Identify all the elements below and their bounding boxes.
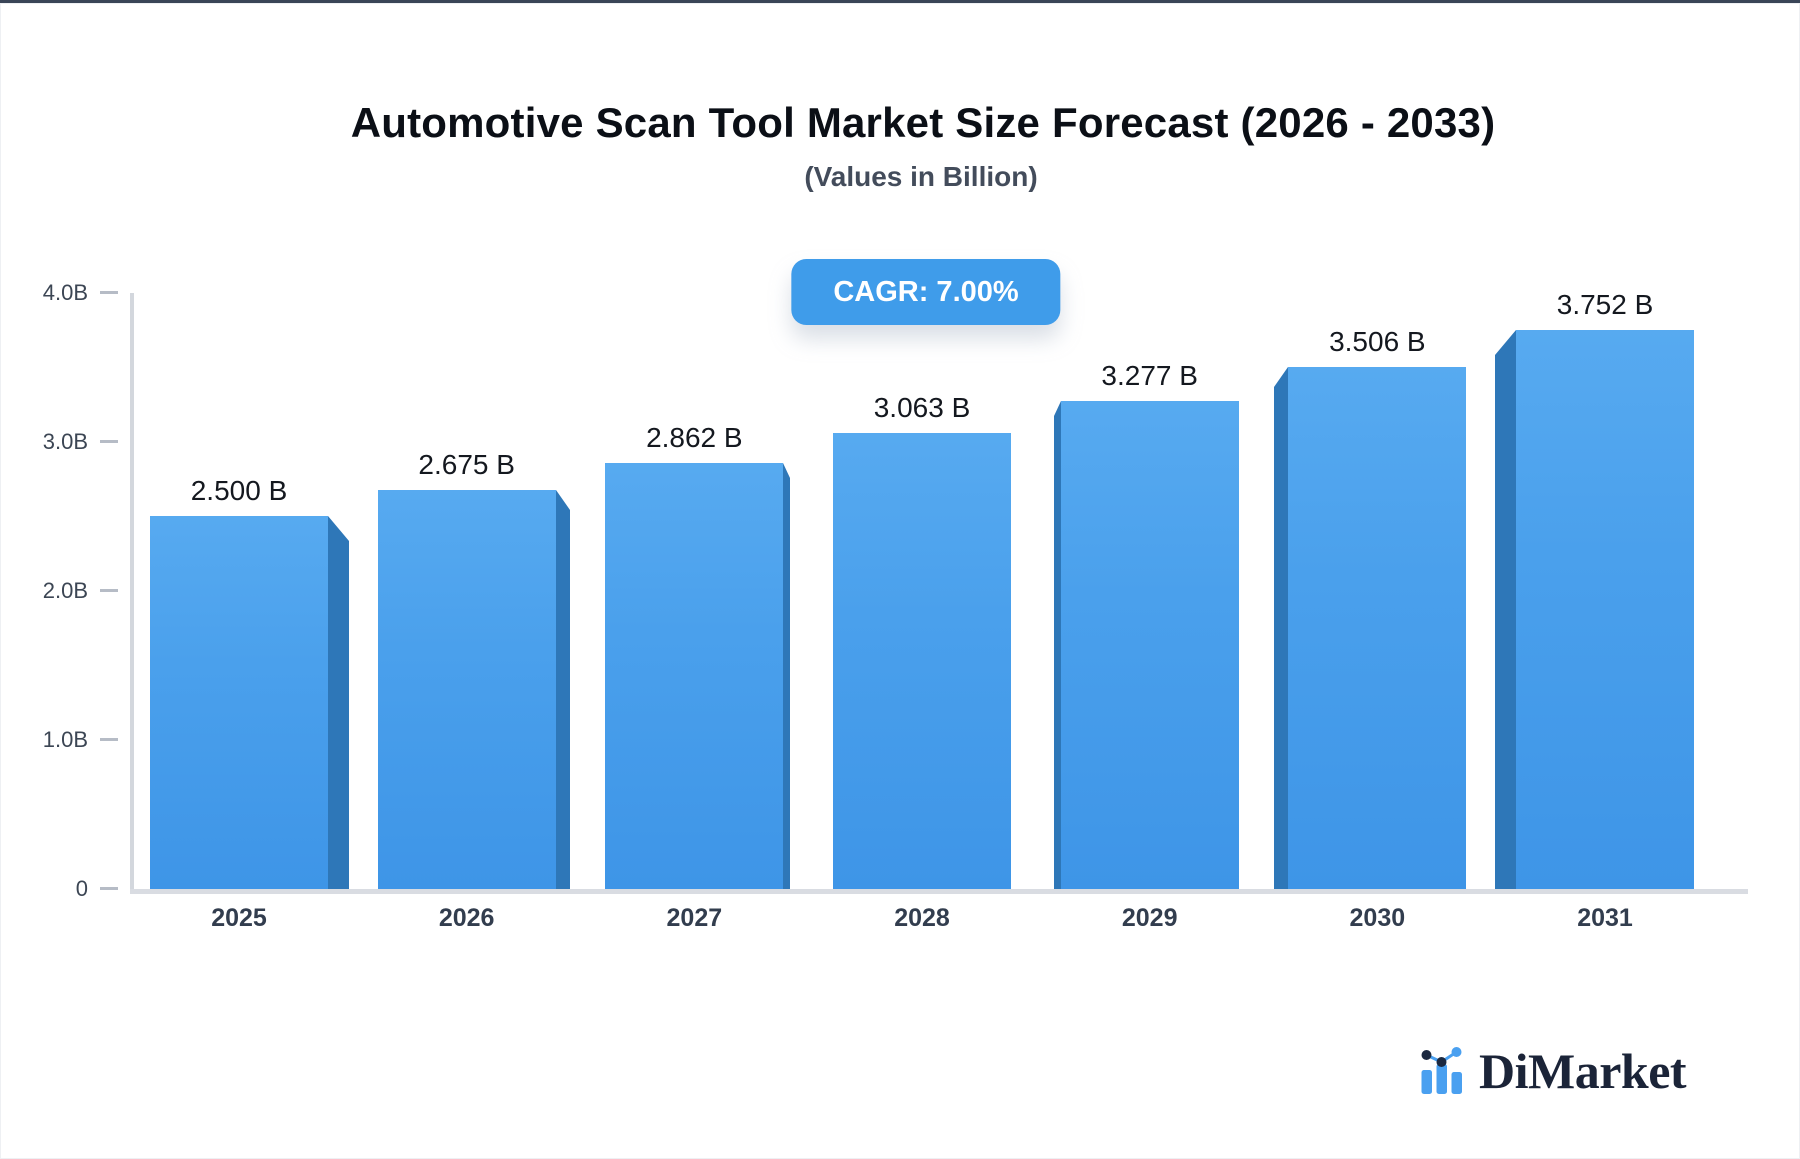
bar-value-label: 3.063 B <box>873 392 971 423</box>
bar <box>150 516 328 889</box>
y-axis-tick <box>100 440 118 443</box>
y-axis-tick-label: 4.0B <box>42 280 88 305</box>
x-axis-category-label: 2027 <box>666 904 723 932</box>
bar <box>1061 401 1239 889</box>
y-axis-tick <box>100 887 118 890</box>
cagr-badge: CAGR: 7.00% <box>791 259 1061 325</box>
y-axis-tick-label: 3.0B <box>42 429 88 454</box>
bar-value-label: 3.277 B <box>1101 360 1198 391</box>
bar <box>1516 330 1694 889</box>
brand-name: DiMarket <box>1479 1043 1687 1099</box>
y-axis-line <box>130 293 134 889</box>
x-axis-category-label: 2029 <box>1121 904 1178 932</box>
bar-value-label: 2.862 B <box>646 422 743 453</box>
bar-side-face <box>1274 367 1288 889</box>
y-axis-tick-label: 2.0B <box>42 578 88 603</box>
y-axis-tick-label: 0 <box>75 876 88 901</box>
bar-side-face <box>556 490 570 889</box>
x-axis-category-label: 2030 <box>1349 904 1406 932</box>
bar-side-face <box>1054 401 1061 889</box>
x-axis-category-label: 2025 <box>211 904 267 932</box>
bar-side-face <box>783 463 790 889</box>
bar-side-face <box>328 516 349 889</box>
x-axis-category-label: 2026 <box>438 904 495 932</box>
y-axis-tick <box>100 738 118 741</box>
y-axis-tick <box>100 589 118 592</box>
y-axis-tick-label: 1.0B <box>42 727 88 752</box>
bar-value-label: 3.506 B <box>1329 326 1426 357</box>
bar <box>1288 367 1466 889</box>
bar-value-label: 2.675 B <box>418 449 515 480</box>
bar-value-label: 2.500 B <box>190 475 288 506</box>
bar <box>605 463 783 889</box>
bar <box>378 490 556 889</box>
chart-subtitle: (Values in Billion) <box>804 161 1038 192</box>
y-axis-tick <box>100 291 118 294</box>
x-axis-baseline <box>130 889 1748 894</box>
chart-title: Automotive Scan Tool Market Size Forecas… <box>350 99 1496 146</box>
x-axis-category-label: 2031 <box>1577 904 1633 932</box>
mini-bar-line-chart-icon <box>1421 1047 1462 1094</box>
bar-side-face <box>1495 330 1516 889</box>
x-axis-category-label: 2028 <box>894 904 950 932</box>
dimarket-logo: DiMarket <box>1418 1041 1687 1099</box>
bar-value-label: 3.752 B <box>1556 289 1654 320</box>
bar <box>833 433 1011 889</box>
